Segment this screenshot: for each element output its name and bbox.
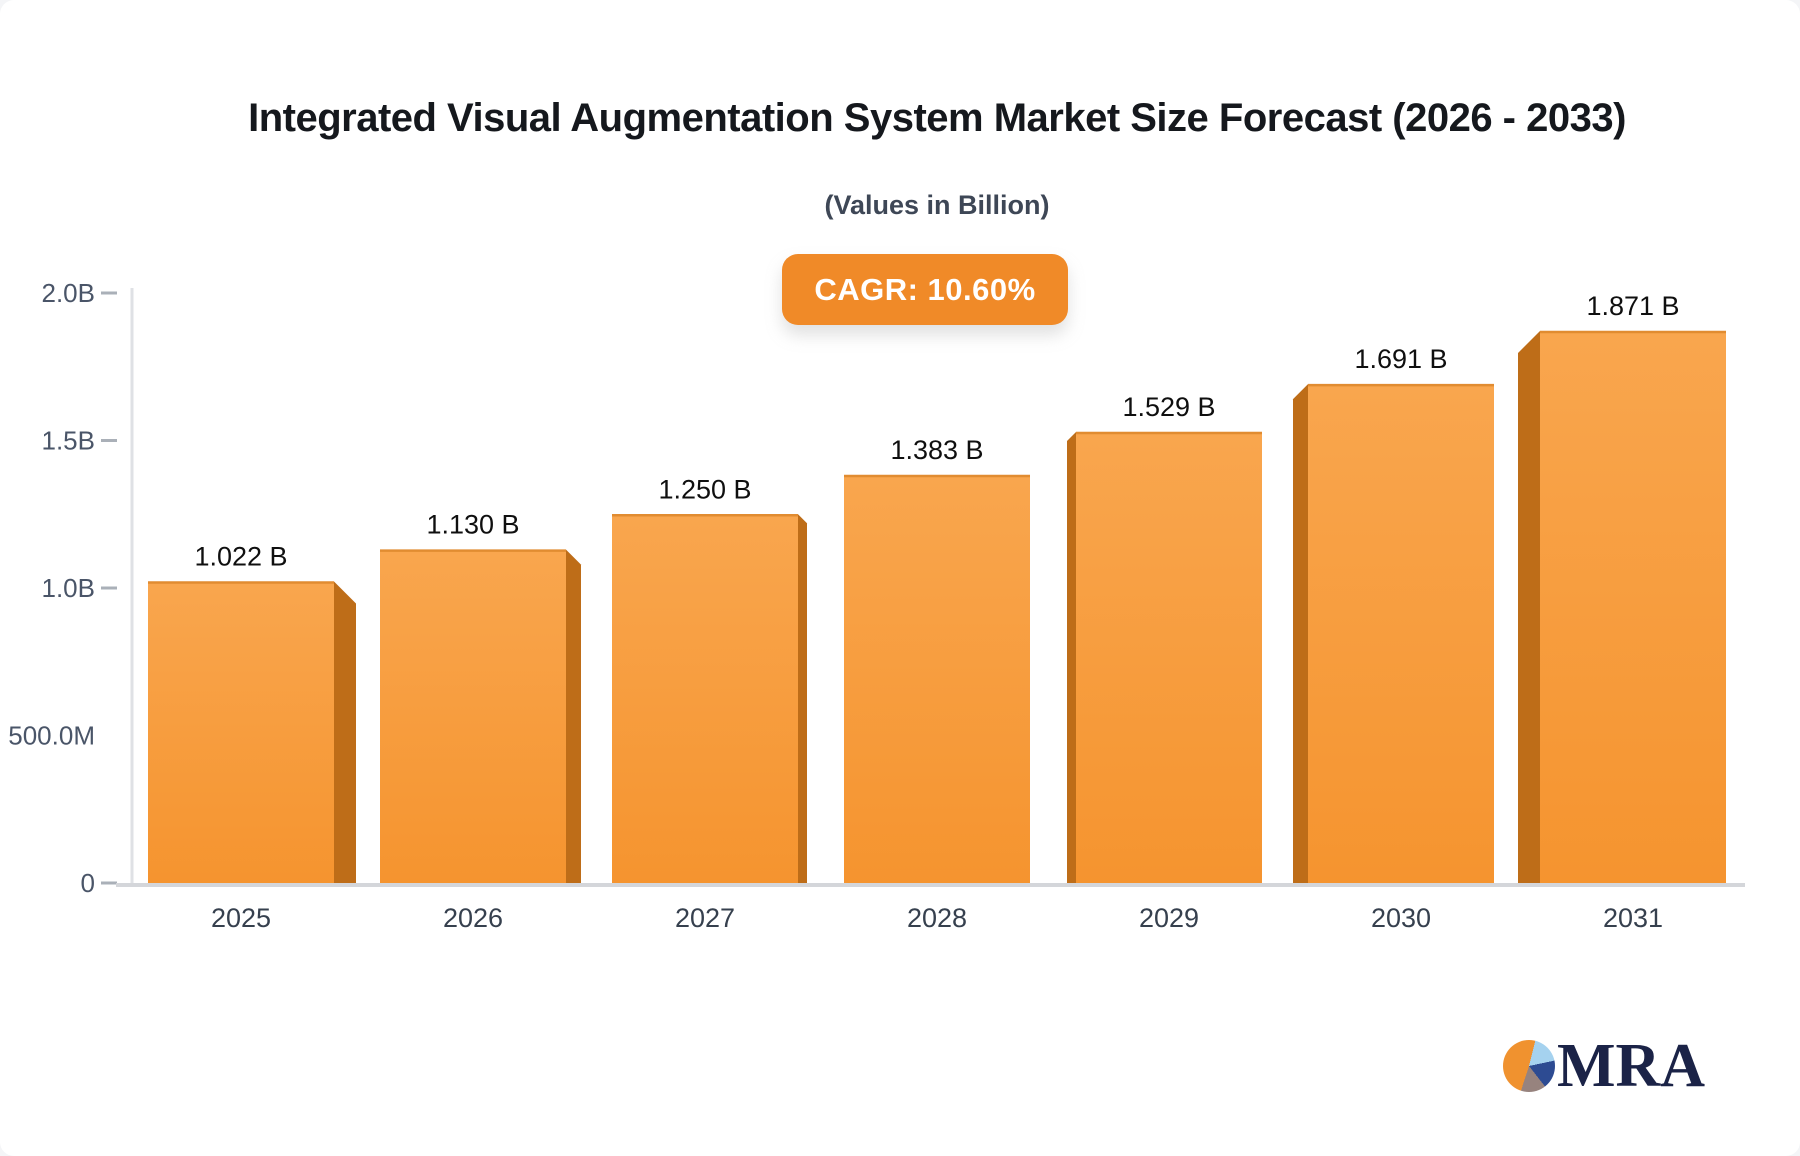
bar-value-label: 1.130 B <box>426 510 519 540</box>
bar-side-face <box>1293 384 1308 883</box>
x-axis-label-2025: 2025 <box>211 903 271 933</box>
bar-side-face <box>1518 331 1540 883</box>
bar-value-label: 1.691 B <box>1354 344 1447 374</box>
y-axis-label: 0 <box>81 868 95 898</box>
bar-2029[interactable]: 1.529 B <box>1067 392 1262 883</box>
bar-front-face <box>380 549 566 883</box>
y-axis-label: 1.0B <box>42 573 96 603</box>
bar-front-face <box>1076 431 1262 883</box>
bar-side-face <box>798 514 807 883</box>
bar-2027[interactable]: 1.250 B <box>612 474 807 883</box>
y-axis-label: 500.0M <box>8 721 95 751</box>
x-axis-label-2031: 2031 <box>1603 903 1663 933</box>
bar-2026[interactable]: 1.130 B <box>380 510 581 883</box>
bar-2030[interactable]: 1.691 B <box>1293 344 1494 883</box>
y-axis-label: 1.5B <box>42 426 96 456</box>
x-axis-label-2026: 2026 <box>443 903 503 933</box>
bar-2025[interactable]: 1.022 B <box>148 542 356 883</box>
x-axis-label-2028: 2028 <box>907 903 967 933</box>
bar-2031[interactable]: 1.871 B <box>1518 291 1726 883</box>
bar-value-label: 1.871 B <box>1586 291 1679 321</box>
bar-value-label: 1.529 B <box>1122 392 1215 422</box>
brand-logo-text: MRA <box>1557 1032 1706 1100</box>
bar-side-face <box>334 581 356 883</box>
bar-side-face <box>1067 431 1076 883</box>
bar-front-face <box>844 475 1030 883</box>
x-axis-label-2029: 2029 <box>1139 903 1199 933</box>
chart-title: Integrated Visual Augmentation System Ma… <box>248 96 1626 140</box>
bar-front-face <box>1540 331 1726 883</box>
x-axis-label-2027: 2027 <box>675 903 735 933</box>
cagr-badge-label: CAGR: 10.60% <box>814 271 1036 307</box>
bar-2028[interactable]: 1.383 B <box>844 435 1030 883</box>
bar-front-face <box>1308 384 1494 883</box>
bar-side-face <box>566 549 581 883</box>
brand-logo: MRA <box>1503 1032 1706 1100</box>
pie-logo-icon <box>1503 1040 1555 1092</box>
y-axis-label: 2.0B <box>42 278 96 308</box>
bar-value-label: 1.383 B <box>890 435 983 465</box>
bar-value-label: 1.022 B <box>194 542 287 572</box>
chart-subtitle: (Values in Billion) <box>824 190 1050 220</box>
bar-front-face <box>612 514 798 883</box>
cagr-badge: CAGR: 10.60% <box>782 254 1068 325</box>
x-axis-label-2030: 2030 <box>1371 903 1431 933</box>
bar-front-face <box>148 581 334 883</box>
bar-value-label: 1.250 B <box>658 474 751 504</box>
